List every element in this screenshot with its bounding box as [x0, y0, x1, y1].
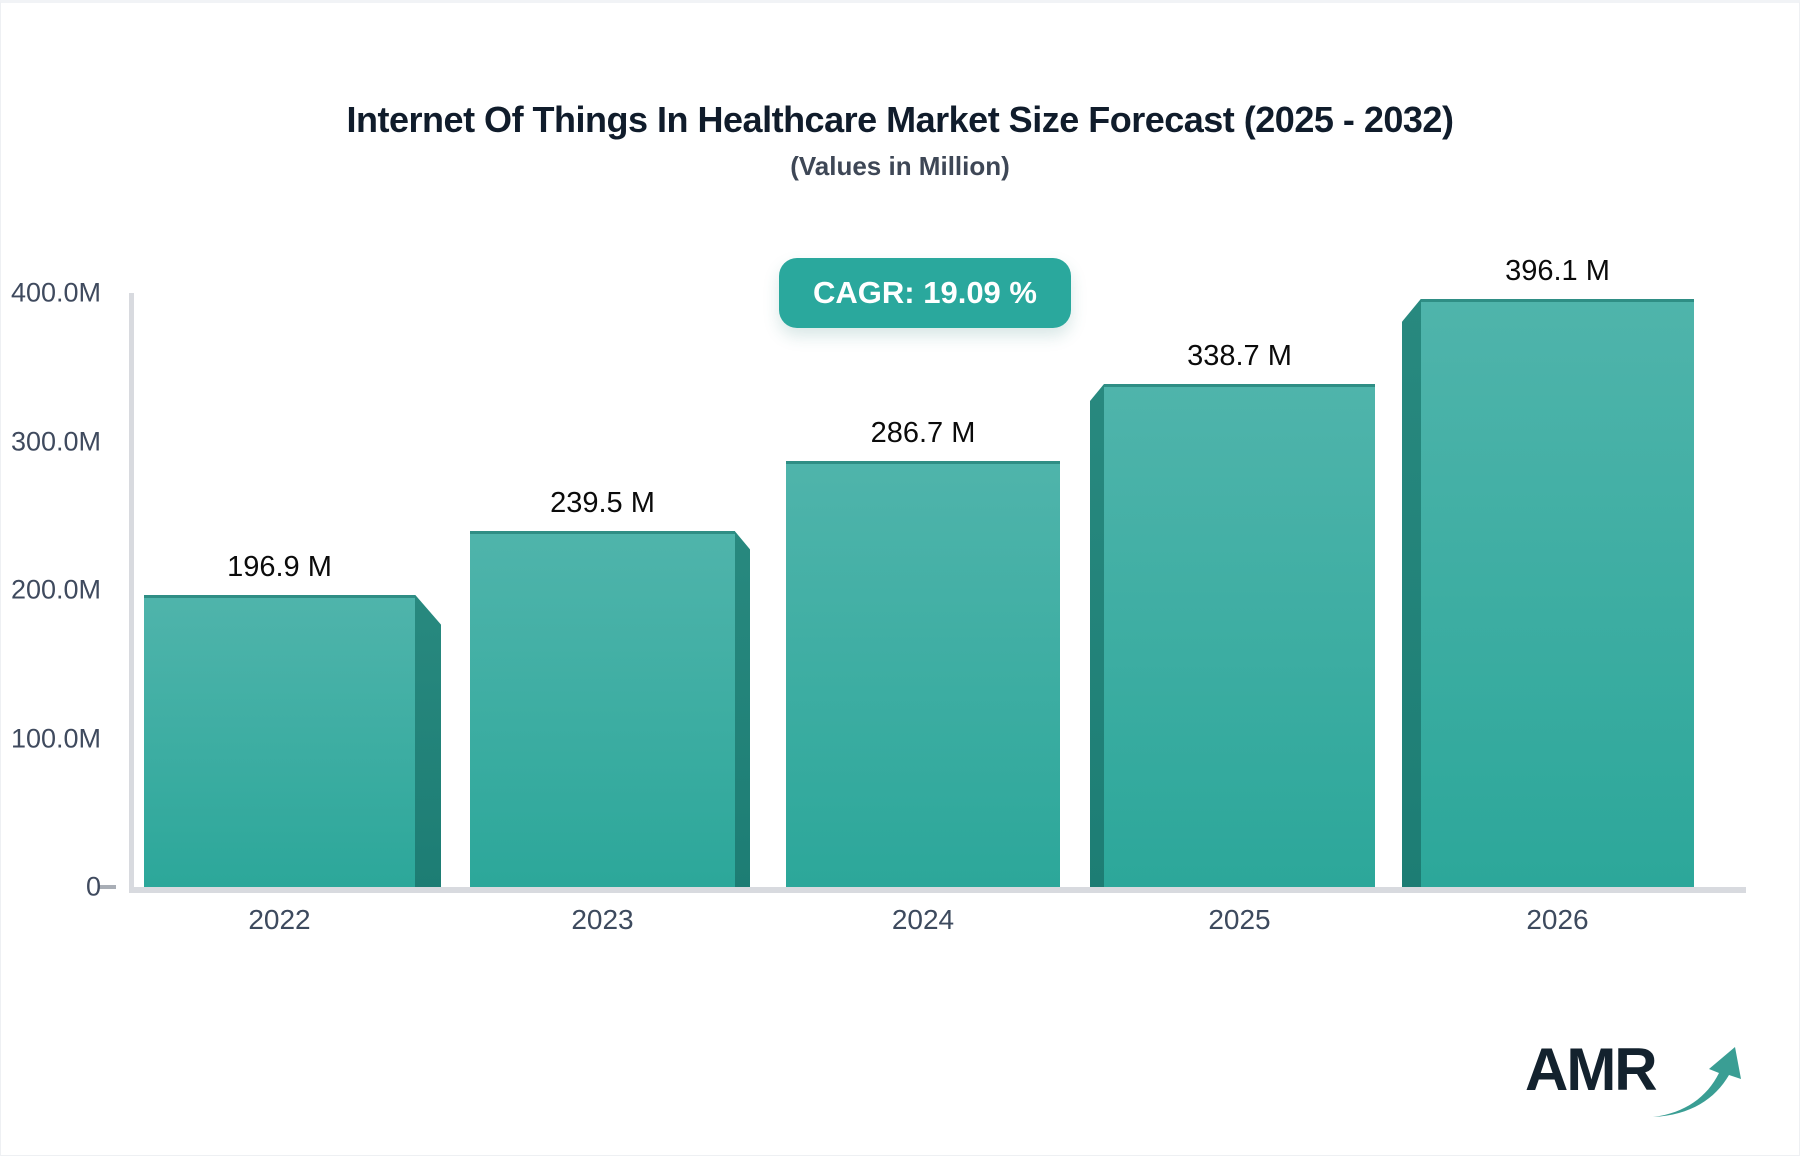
- y-tick-label-0: 400.0M: [10, 277, 101, 308]
- cagr-badge-label: CAGR: 19.09 %: [813, 275, 1037, 310]
- x-tick-label-2025: 2025: [1208, 904, 1271, 935]
- bar-2023-side-face: [735, 531, 750, 887]
- amr-logo-text: AMR: [1525, 1036, 1658, 1103]
- bar-value-label-2026: 396.1 M: [1505, 254, 1610, 287]
- bar-value-label-2024: 286.7 M: [870, 417, 976, 450]
- bar-value-label-2025: 338.7 M: [1187, 340, 1292, 373]
- y-tick-label-1: 300.0M: [10, 426, 101, 456]
- cagr-badge: CAGR: 19.09 %: [779, 258, 1071, 328]
- x-tick-label-2026: 2026: [1526, 904, 1589, 935]
- x-tick-label-2022: 2022: [248, 904, 311, 935]
- bar-2022-side-face: [415, 594, 441, 887]
- chart-subtitle: (Values in Million): [790, 151, 1010, 181]
- bar-2026-side-face: [1402, 298, 1421, 887]
- x-axis-line: [129, 887, 1746, 893]
- amr-logo: AMR: [1517, 1025, 1757, 1125]
- bar-2024: [786, 461, 1060, 887]
- y-tick-label-2: 200.0M: [10, 574, 101, 605]
- bar-2026: [1421, 298, 1694, 887]
- bar-2025-side-face: [1090, 384, 1104, 887]
- bar-2023: [470, 531, 735, 887]
- x-tick-label-2024: 2024: [891, 904, 955, 935]
- bar-2025: [1104, 384, 1375, 887]
- bar-value-label-2022: 196.9 M: [227, 550, 332, 583]
- bar-value-label-2023: 239.5 M: [550, 487, 655, 520]
- y-axis-line: [129, 293, 134, 887]
- growth-arrow-icon: [1653, 1047, 1741, 1117]
- y-tick-label-3: 100.0M: [10, 723, 101, 753]
- chart-title: Internet Of Things In Healthcare Market …: [346, 99, 1454, 140]
- y-tick-label-4: 0: [85, 871, 101, 902]
- bar-2022: [144, 594, 415, 887]
- zero-tick-mark: [99, 885, 116, 889]
- x-tick-label-2023: 2023: [571, 904, 634, 935]
